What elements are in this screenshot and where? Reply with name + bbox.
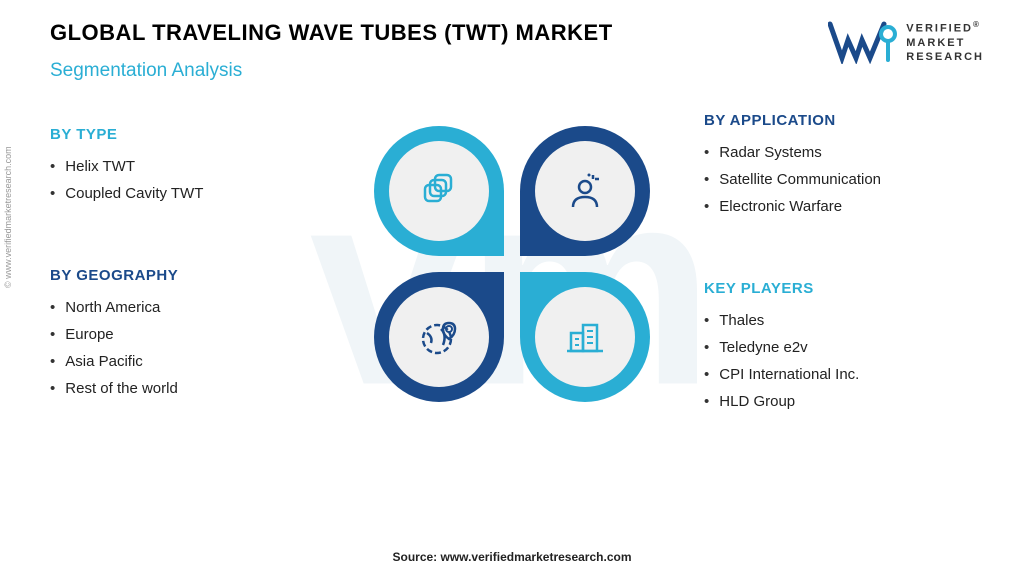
list-geography: North America Europe Asia Pacific Rest o… xyxy=(50,294,320,402)
list-item: Asia Pacific xyxy=(50,348,320,375)
list-players: Thales Teledyne e2v CPI International In… xyxy=(704,307,974,415)
petal-players xyxy=(520,272,650,402)
person-icon xyxy=(563,169,607,213)
list-item: Helix TWT xyxy=(50,153,320,180)
section-type: BY TYPE Helix TWT Coupled Cavity TWT xyxy=(50,126,320,207)
section-geography: BY GEOGRAPHY North America Europe Asia P… xyxy=(50,267,320,402)
list-item: Radar Systems xyxy=(704,139,974,166)
logo-icon xyxy=(828,20,898,64)
heading-application: BY APPLICATION xyxy=(704,112,974,129)
title-block: GLOBAL TRAVELING WAVE TUBES (TWT) MARKET… xyxy=(50,20,613,82)
globe-icon xyxy=(417,315,461,359)
left-column: BY TYPE Helix TWT Coupled Cavity TWT BY … xyxy=(50,126,320,402)
list-item: Europe xyxy=(50,321,320,348)
logo-text: VERIFIED® MARKET RESEARCH xyxy=(906,20,984,65)
list-item: CPI International Inc. xyxy=(704,361,974,388)
list-item: Rest of the world xyxy=(50,375,320,402)
list-item: Coupled Cavity TWT xyxy=(50,180,320,207)
building-icon xyxy=(563,315,607,359)
logo: VERIFIED® MARKET RESEARCH xyxy=(828,20,984,65)
subtitle: Segmentation Analysis xyxy=(50,60,613,82)
list-item: North America xyxy=(50,294,320,321)
layers-icon xyxy=(417,169,461,213)
petal-application xyxy=(520,126,650,256)
section-application: BY APPLICATION Radar Systems Satellite C… xyxy=(704,112,974,220)
heading-players: KEY PLAYERS xyxy=(704,280,974,297)
petal-type xyxy=(374,126,504,256)
heading-geography: BY GEOGRAPHY xyxy=(50,267,320,284)
list-item: Thales xyxy=(704,307,974,334)
center-graphic xyxy=(372,124,652,404)
right-column: BY APPLICATION Radar Systems Satellite C… xyxy=(704,112,974,415)
list-item: Satellite Communication xyxy=(704,166,974,193)
page-title: GLOBAL TRAVELING WAVE TUBES (TWT) MARKET xyxy=(50,20,613,46)
section-players: KEY PLAYERS Thales Teledyne e2v CPI Inte… xyxy=(704,280,974,415)
list-type: Helix TWT Coupled Cavity TWT xyxy=(50,153,320,207)
heading-type: BY TYPE xyxy=(50,126,320,143)
content: BY TYPE Helix TWT Coupled Cavity TWT BY … xyxy=(0,92,1024,415)
petal-geography xyxy=(374,272,504,402)
list-application: Radar Systems Satellite Communication El… xyxy=(704,139,974,220)
list-item: Electronic Warfare xyxy=(704,193,974,220)
header: GLOBAL TRAVELING WAVE TUBES (TWT) MARKET… xyxy=(0,0,1024,92)
footer-source: Source: www.verifiedmarketresearch.com xyxy=(0,550,1024,564)
list-item: HLD Group xyxy=(704,388,974,415)
list-item: Teledyne e2v xyxy=(704,334,974,361)
